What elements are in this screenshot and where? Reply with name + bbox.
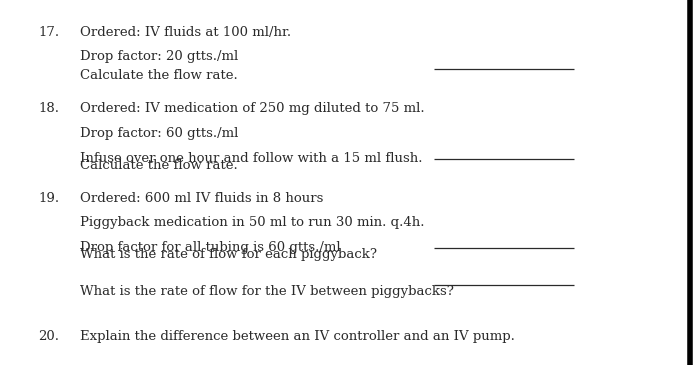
Text: 20.: 20.	[38, 330, 60, 343]
Text: Drop factor for all tubing is 60 gtts./ml: Drop factor for all tubing is 60 gtts./m…	[80, 241, 341, 254]
Text: 17.: 17.	[38, 26, 60, 39]
Text: Calculate the flow rate.: Calculate the flow rate.	[80, 159, 238, 172]
Text: Infuse over one hour and follow with a 15 ml flush.: Infuse over one hour and follow with a 1…	[80, 152, 423, 165]
Text: Ordered: 600 ml IV fluids in 8 hours: Ordered: 600 ml IV fluids in 8 hours	[80, 192, 324, 205]
Text: Calculate the flow rate.: Calculate the flow rate.	[80, 69, 238, 82]
Text: Ordered: IV fluids at 100 ml/hr.: Ordered: IV fluids at 100 ml/hr.	[80, 26, 292, 39]
Text: Drop factor: 20 gtts./ml: Drop factor: 20 gtts./ml	[80, 50, 239, 64]
Text: 19.: 19.	[38, 192, 60, 205]
Text: 18.: 18.	[38, 102, 60, 115]
Text: Explain the difference between an IV controller and an IV pump.: Explain the difference between an IV con…	[80, 330, 515, 343]
Text: Drop factor: 60 gtts./ml: Drop factor: 60 gtts./ml	[80, 127, 239, 140]
Text: Ordered: IV medication of 250 mg diluted to 75 ml.: Ordered: IV medication of 250 mg diluted…	[80, 102, 425, 115]
Text: What is the rate of flow for each piggyback?: What is the rate of flow for each piggyb…	[80, 248, 377, 261]
Text: Piggyback medication in 50 ml to run 30 min. q.4h.: Piggyback medication in 50 ml to run 30 …	[80, 216, 425, 230]
Text: What is the rate of flow for the IV between piggybacks?: What is the rate of flow for the IV betw…	[80, 285, 454, 298]
